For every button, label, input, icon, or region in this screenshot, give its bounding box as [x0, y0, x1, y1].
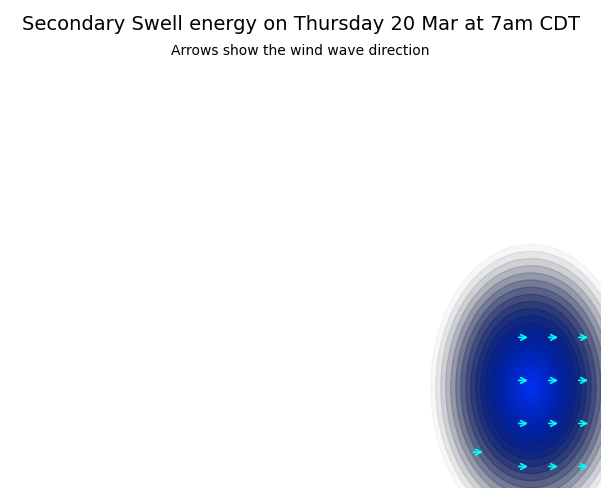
Circle shape: [481, 316, 581, 459]
Circle shape: [476, 309, 586, 467]
Circle shape: [521, 373, 541, 402]
Circle shape: [461, 287, 601, 488]
Circle shape: [511, 359, 551, 416]
Circle shape: [436, 252, 601, 488]
Circle shape: [466, 295, 596, 481]
Circle shape: [491, 330, 571, 445]
Circle shape: [471, 302, 591, 474]
Circle shape: [486, 324, 576, 452]
Circle shape: [496, 338, 566, 438]
Circle shape: [456, 281, 601, 488]
Circle shape: [441, 259, 601, 488]
Circle shape: [506, 352, 556, 424]
Text: Arrows show the wind wave direction: Arrows show the wind wave direction: [171, 44, 430, 58]
Circle shape: [446, 266, 601, 488]
Circle shape: [516, 366, 546, 409]
Circle shape: [501, 345, 561, 431]
Circle shape: [451, 273, 601, 488]
Text: Secondary Swell energy on Thursday 20 Mar at 7am CDT: Secondary Swell energy on Thursday 20 Ma…: [22, 15, 579, 34]
Circle shape: [526, 381, 536, 395]
